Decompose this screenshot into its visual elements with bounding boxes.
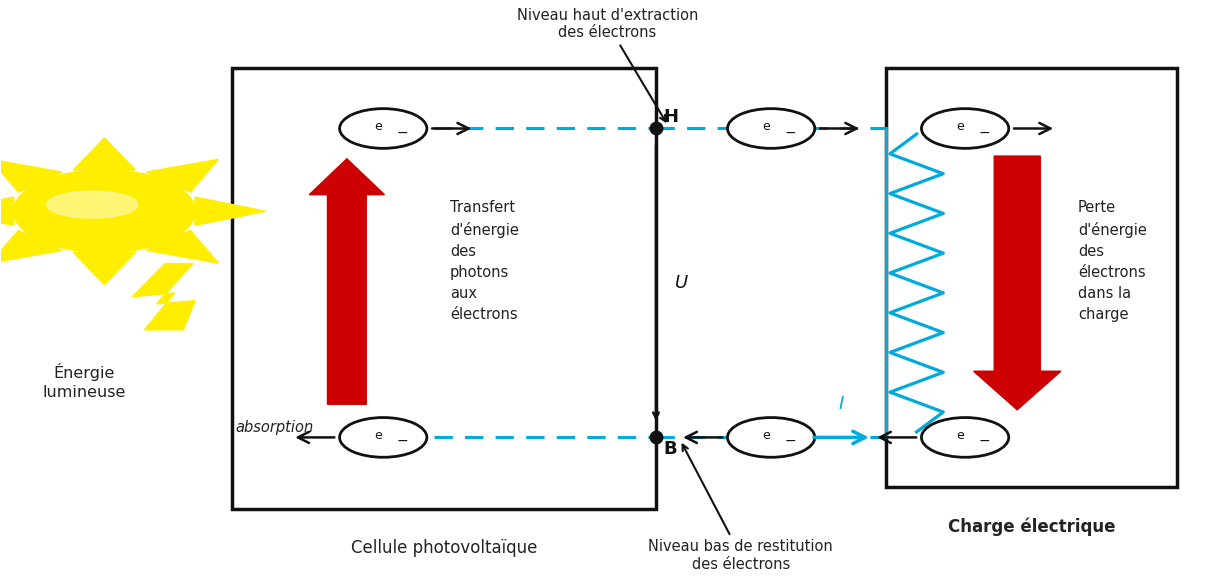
Text: B: B <box>663 440 677 458</box>
Ellipse shape <box>47 191 137 218</box>
Text: −: − <box>979 434 990 448</box>
Circle shape <box>340 418 426 457</box>
Text: absorption: absorption <box>234 419 313 434</box>
Text: Énergie
lumineuse: Énergie lumineuse <box>43 363 125 399</box>
Text: Perte
d'énergie
des
électrons
dans la
charge: Perte d'énergie des électrons dans la ch… <box>1078 200 1147 321</box>
Text: H: H <box>663 108 678 126</box>
Text: Niveau haut d'extraction
des électrons: Niveau haut d'extraction des électrons <box>516 8 699 121</box>
Text: I: I <box>838 395 844 413</box>
Polygon shape <box>132 264 196 330</box>
Circle shape <box>921 108 1008 148</box>
Text: U: U <box>676 274 689 292</box>
Text: e: e <box>374 429 383 442</box>
Bar <box>232 68 656 509</box>
Polygon shape <box>73 253 135 284</box>
Bar <box>886 68 1177 487</box>
Text: Niveau bas de restitution
des électrons: Niveau bas de restitution des électrons <box>649 445 833 572</box>
Text: −: − <box>785 125 796 140</box>
FancyArrow shape <box>973 156 1061 410</box>
Polygon shape <box>0 230 62 263</box>
Polygon shape <box>0 159 62 192</box>
Text: e: e <box>956 121 965 133</box>
Text: Transfert
d'énergie
des
photons
aux
électrons: Transfert d'énergie des photons aux élec… <box>450 200 519 321</box>
Circle shape <box>13 170 196 253</box>
Text: e: e <box>374 121 383 133</box>
Text: e: e <box>763 121 770 133</box>
Text: Cellule photovoltaïque: Cellule photovoltaïque <box>351 539 537 557</box>
Polygon shape <box>0 197 13 226</box>
Text: −: − <box>979 125 990 140</box>
Circle shape <box>921 418 1008 457</box>
Polygon shape <box>147 230 219 263</box>
Text: −: − <box>397 125 408 140</box>
FancyArrow shape <box>310 159 384 404</box>
Polygon shape <box>147 159 219 192</box>
Text: −: − <box>397 434 408 448</box>
Circle shape <box>340 108 426 148</box>
Text: e: e <box>763 429 770 442</box>
Polygon shape <box>73 138 135 170</box>
Circle shape <box>728 108 815 148</box>
Text: −: − <box>785 434 796 448</box>
Polygon shape <box>196 197 266 226</box>
Text: e: e <box>956 429 965 442</box>
Text: Charge électrique: Charge électrique <box>948 518 1115 536</box>
Circle shape <box>728 418 815 457</box>
